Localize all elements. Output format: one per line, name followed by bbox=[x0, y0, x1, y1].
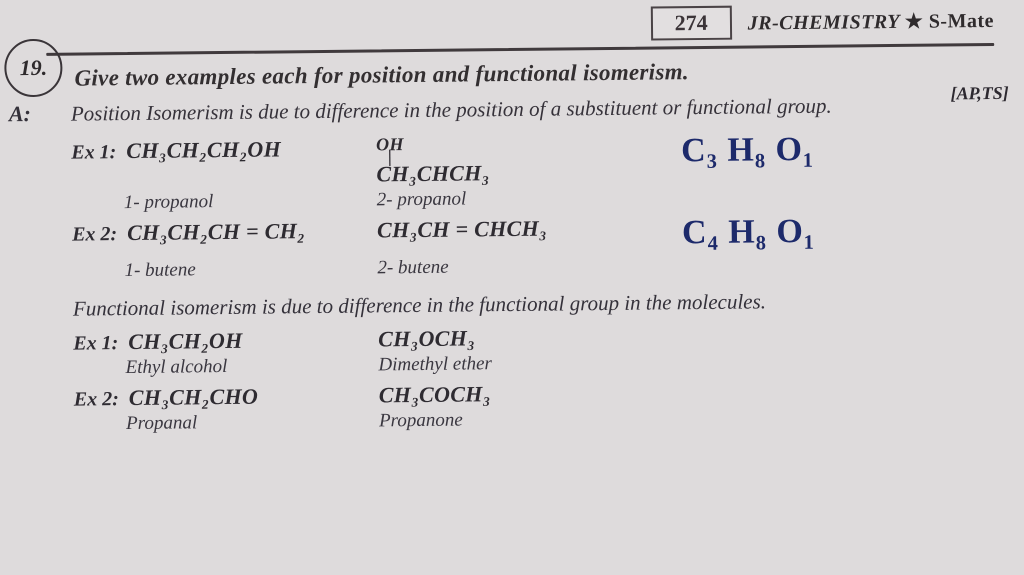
handwritten-c4h8o1: C₄ H₈ O₁ bbox=[682, 213, 815, 251]
question-text: Give two examples each for position and … bbox=[74, 56, 994, 92]
name-1butene: 1- butene bbox=[124, 257, 377, 282]
name-propanone: Propanone bbox=[379, 407, 684, 432]
functional-intro: Functional isomerism is due to differenc… bbox=[73, 287, 997, 322]
brand-main: JR-CHEMISTRY bbox=[748, 10, 900, 34]
formula-butene2: CH₃CH = CHCH₃ bbox=[377, 216, 547, 243]
position-ex1-row: Ex 1: CH₃CH₂CH₂OH OH | CH₃CHCH₃ C₃ H₈ O₁ bbox=[71, 129, 995, 191]
name-2butene: 2- butene bbox=[377, 254, 682, 279]
ex-label: Ex 1: bbox=[71, 141, 116, 163]
formula-propanol2-main: CH₃CHCH₃ bbox=[376, 160, 489, 186]
brand-title: JR-CHEMISTRY ★ S-Mate bbox=[748, 7, 994, 35]
formula-propanone: CH₃COCH₃ bbox=[379, 381, 491, 407]
name-dimethylether: Dimethyl ether bbox=[378, 351, 683, 376]
formula-propanol1: CH₃CH₂CH₂OH bbox=[126, 136, 281, 163]
oh-group: OH | bbox=[376, 135, 404, 160]
question-number: 19. bbox=[4, 39, 63, 98]
exam-tag: [AP,TS] bbox=[950, 83, 1008, 105]
position-intro: Position Isomerism is due to difference … bbox=[71, 92, 995, 127]
answer-label: A: bbox=[9, 101, 31, 127]
formula-propanol2: OH | CH₃CHCH₃ bbox=[376, 135, 490, 186]
name-ethylalcohol: Ethyl alcohol bbox=[125, 354, 378, 379]
formula-ethanol: CH₃CH₂OH bbox=[128, 328, 243, 354]
name-propanal: Propanal bbox=[126, 410, 379, 435]
formula-propanal: CH₃CH₂CHO bbox=[129, 384, 259, 410]
ex-label: Ex 1: bbox=[73, 332, 118, 354]
name-2propanol: 2- propanol bbox=[377, 186, 682, 211]
ex-label: Ex 2: bbox=[74, 388, 119, 410]
handwritten-c3h8o1: C₃ H₈ O₁ bbox=[681, 131, 814, 169]
name-1propanol: 1- propanol bbox=[124, 189, 377, 214]
brand-suffix: ★ S-Mate bbox=[905, 9, 994, 32]
formula-butene1: CH₃CH₂CH = CH₂ bbox=[127, 218, 305, 245]
formula-dimethylether: CH₃OCH₃ bbox=[378, 325, 475, 351]
page-number: 274 bbox=[651, 6, 732, 41]
ex-label: Ex 2: bbox=[72, 223, 117, 245]
